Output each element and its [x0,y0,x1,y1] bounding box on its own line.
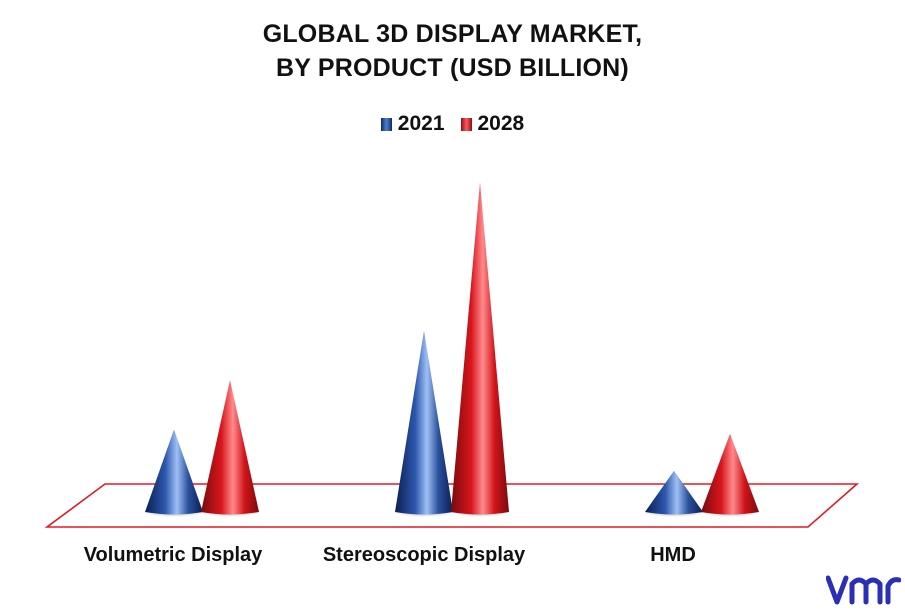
category-label-volumetric-display: Volumetric Display [83,544,263,566]
cone-stereoscopic-display-2021 [395,330,453,515]
chart-title-line2: BY PRODUCT (USD BILLION) [276,54,629,82]
legend-label-2021: 2021 [397,112,445,135]
legend-item-2021: 2021 [380,112,445,136]
chart-title-line1: GLOBAL 3D DISPLAY MARKET, [262,20,643,48]
legend-swatch-2028 [460,117,472,131]
category-label-hmd: HMD [650,544,696,566]
vmr-logo-icon [826,575,901,605]
legend-label-2028: 2028 [477,112,525,135]
cone-stereoscopic-display-2028 [451,182,509,515]
cone-hmd-2028 [701,433,759,515]
category-label-stereoscopic-display: Stereoscopic Display [322,544,526,566]
legend-item-2028: 2028 [460,112,525,136]
cone-hmd-2021 [645,470,703,515]
cone-volumetric-display-2021 [145,429,203,515]
cone-volumetric-display-2028 [201,380,259,515]
legend-swatch-2021 [380,117,392,131]
legend: 2021 2028 [0,112,905,136]
